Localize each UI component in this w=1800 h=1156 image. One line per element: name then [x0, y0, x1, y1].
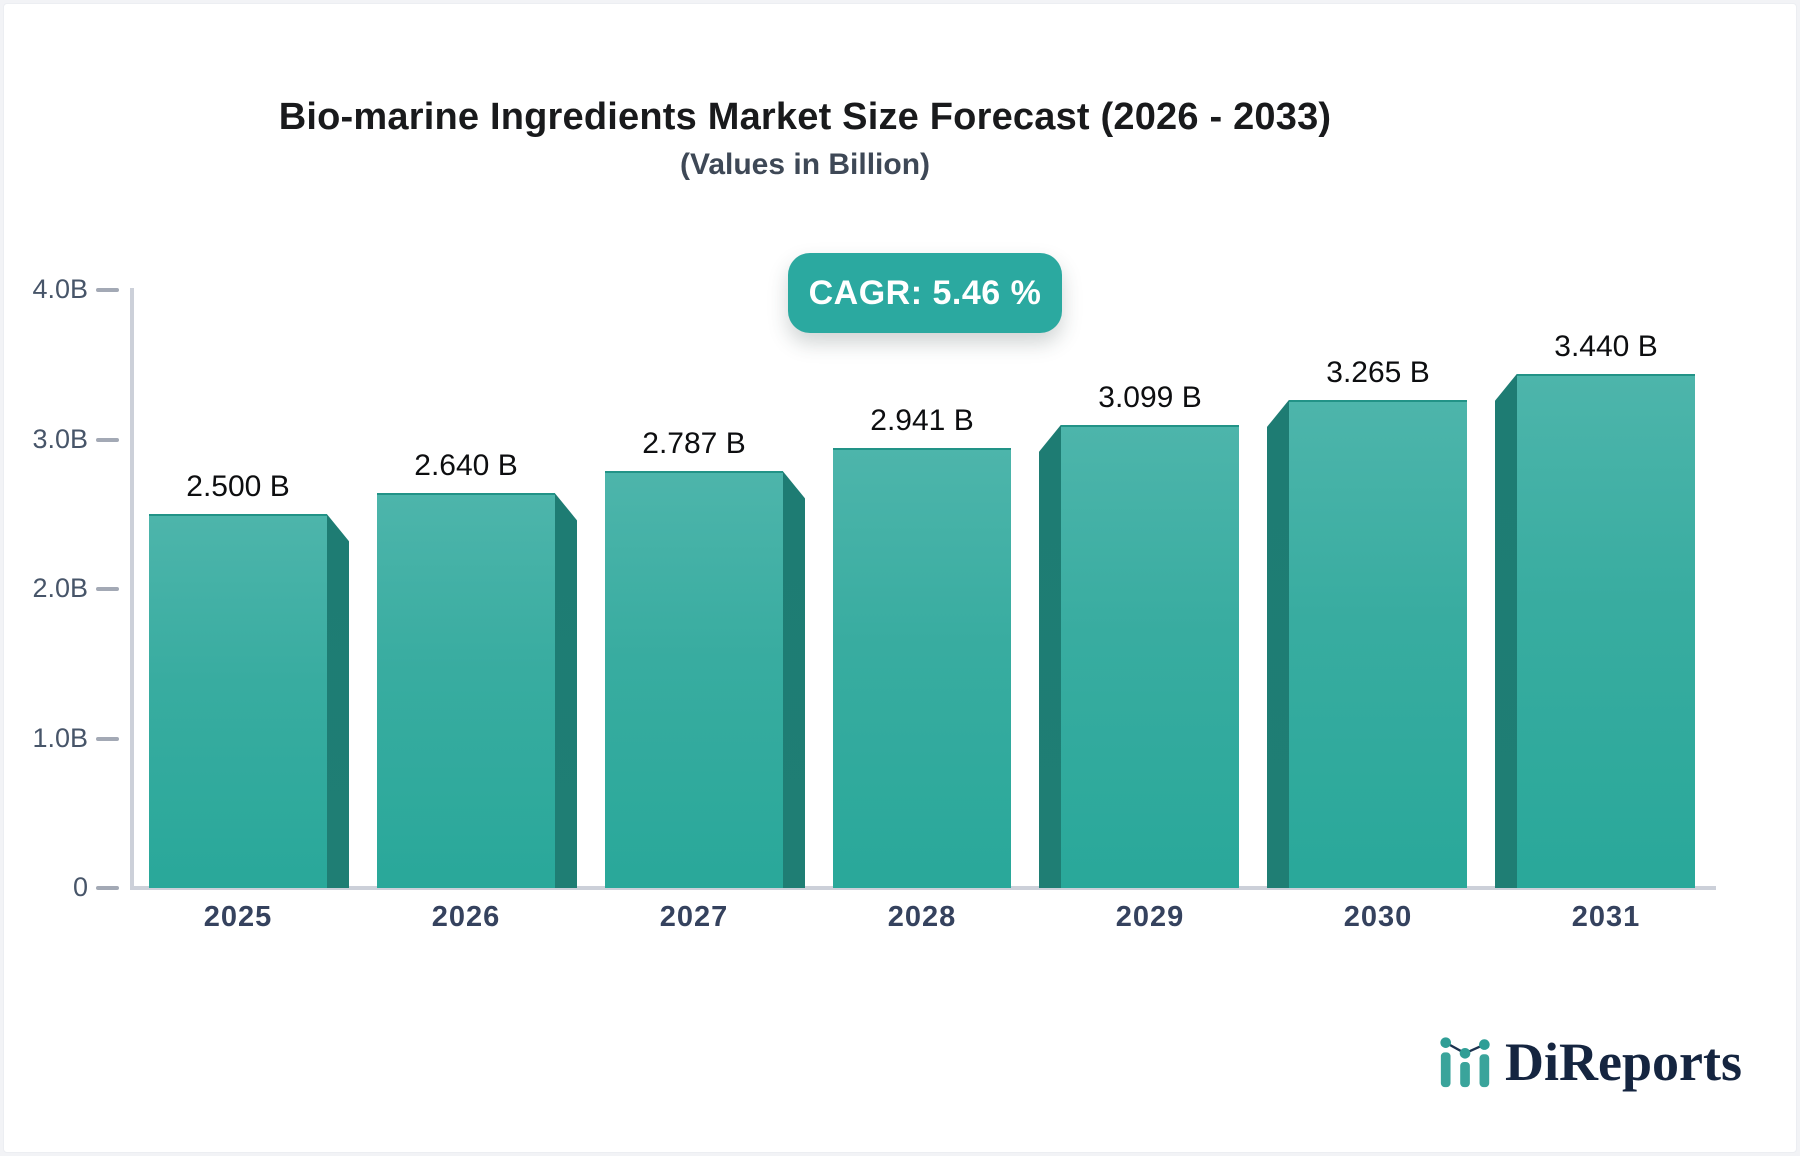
y-tick-mark: [96, 736, 119, 741]
bar-chart-with-trend-dots-icon: [1440, 1037, 1490, 1088]
y-tick-mark: [96, 288, 119, 292]
bar-value-label: 2.941 B: [870, 404, 974, 438]
bar-value-label: 2.640 B: [414, 449, 518, 483]
bar-value-label: 3.265 B: [1326, 355, 1430, 389]
bar-side-face: [1495, 373, 1517, 888]
bar-2027[interactable]: [605, 471, 783, 888]
x-axis-label: 2029: [1115, 901, 1185, 933]
direports-logo[interactable]: DiReports: [1437, 1024, 1742, 1100]
chart-subtitle: (Values in Billion): [679, 148, 931, 181]
bar-side-face: [555, 493, 577, 888]
bar-value-label: 2.500 B: [186, 470, 290, 504]
x-axis-label: 2030: [1343, 901, 1413, 933]
chart-title: Bio-marine Ingredients Market Size Forec…: [278, 96, 1332, 138]
bar-2028[interactable]: [833, 448, 1011, 888]
y-tick-label: 3.0B: [32, 423, 88, 454]
y-tick-label: 4.0B: [32, 274, 88, 304]
bar-2025[interactable]: [149, 514, 327, 888]
bar-value-label: 3.440 B: [1554, 329, 1658, 363]
logo-text: DiReports: [1505, 1032, 1742, 1092]
bar-value-label: 3.099 B: [1098, 380, 1202, 414]
bar-side-face: [783, 471, 805, 888]
cagr-badge: CAGR: 5.46 %: [788, 253, 1062, 333]
x-axis-label: 2026: [431, 901, 501, 933]
bar-side-face: [327, 514, 349, 888]
bar-side-face: [1039, 424, 1061, 888]
x-axis-label: 2027: [659, 901, 729, 933]
x-axis-label: 2025: [203, 901, 273, 933]
y-axis-line: [130, 288, 134, 890]
x-axis-label: 2028: [887, 901, 957, 933]
bar-2030[interactable]: [1289, 399, 1467, 888]
y-tick-label: 1.0B: [32, 722, 88, 753]
y-tick-label: 2.0B: [32, 573, 88, 603]
x-axis-label: 2031: [1571, 901, 1641, 933]
y-tick-mark: [96, 886, 119, 890]
cagr-badge-label: CAGR: 5.46 %: [808, 273, 1042, 312]
y-tick-mark: [96, 437, 119, 442]
bar-2029[interactable]: [1061, 424, 1239, 888]
y-tick-mark: [96, 587, 119, 591]
bar-side-face: [1267, 399, 1289, 888]
bar-2031[interactable]: [1517, 373, 1695, 888]
bar-2026[interactable]: [377, 493, 555, 888]
bar-value-label: 2.787 B: [642, 427, 746, 461]
x-axis-line: [130, 886, 1716, 890]
y-tick-label: 0: [72, 872, 88, 902]
